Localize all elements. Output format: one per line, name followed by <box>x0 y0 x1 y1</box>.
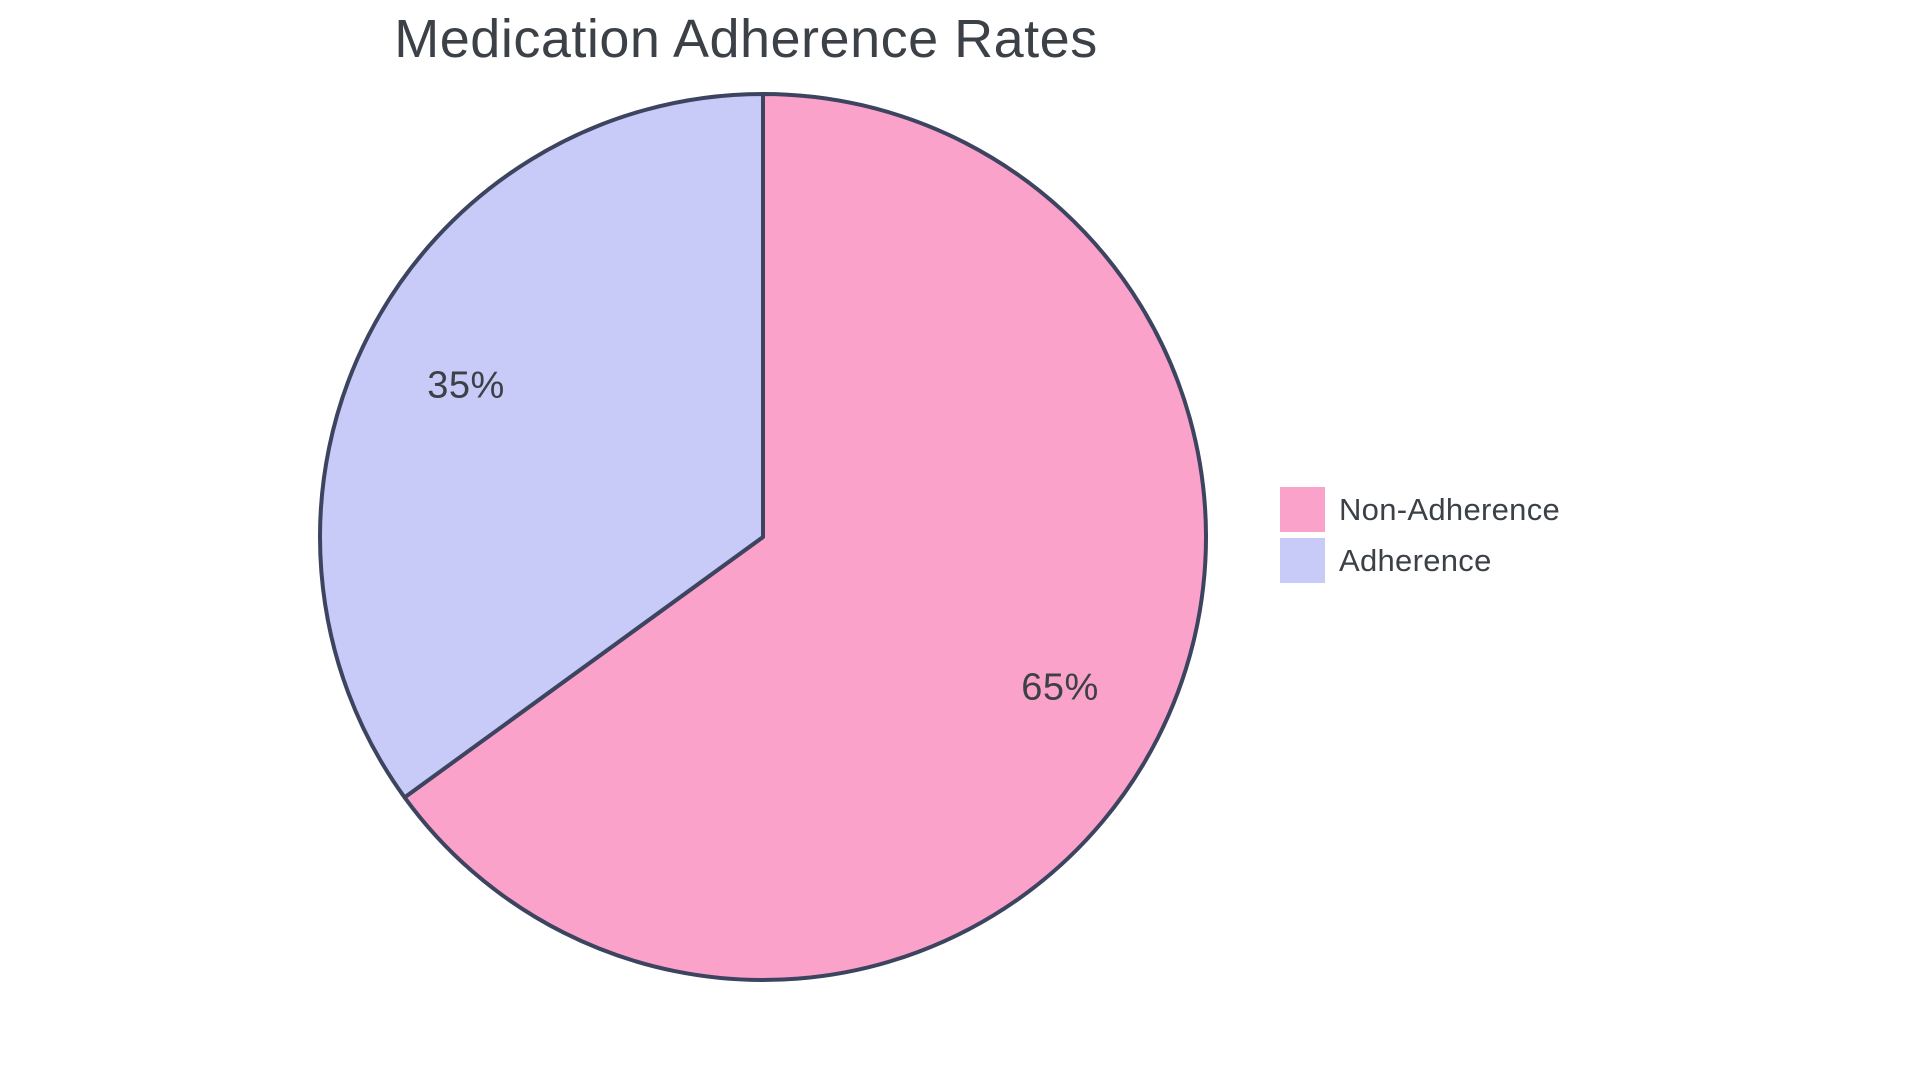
pie-slice-non-adherence[interactable] <box>402 92 1209 982</box>
legend: Non-Adherence Adherence <box>1280 487 1560 583</box>
legend-swatch-non-adherence <box>1280 487 1325 532</box>
legend-swatch-adherence <box>1280 538 1325 583</box>
slice-label-non-adherence: 65% <box>1021 666 1099 709</box>
legend-label-adherence: Adherence <box>1339 542 1492 578</box>
pie-slice-adherence[interactable] <box>318 92 765 800</box>
legend-item-non-adherence[interactable]: Non-Adherence <box>1280 487 1560 532</box>
chart-title: Medication Adherence Rates <box>394 9 1098 69</box>
legend-item-adherence[interactable]: Adherence <box>1280 538 1560 583</box>
pie-chart <box>318 92 1209 982</box>
legend-label-non-adherence: Non-Adherence <box>1339 491 1561 527</box>
slice-label-adherence: 35% <box>427 364 505 407</box>
